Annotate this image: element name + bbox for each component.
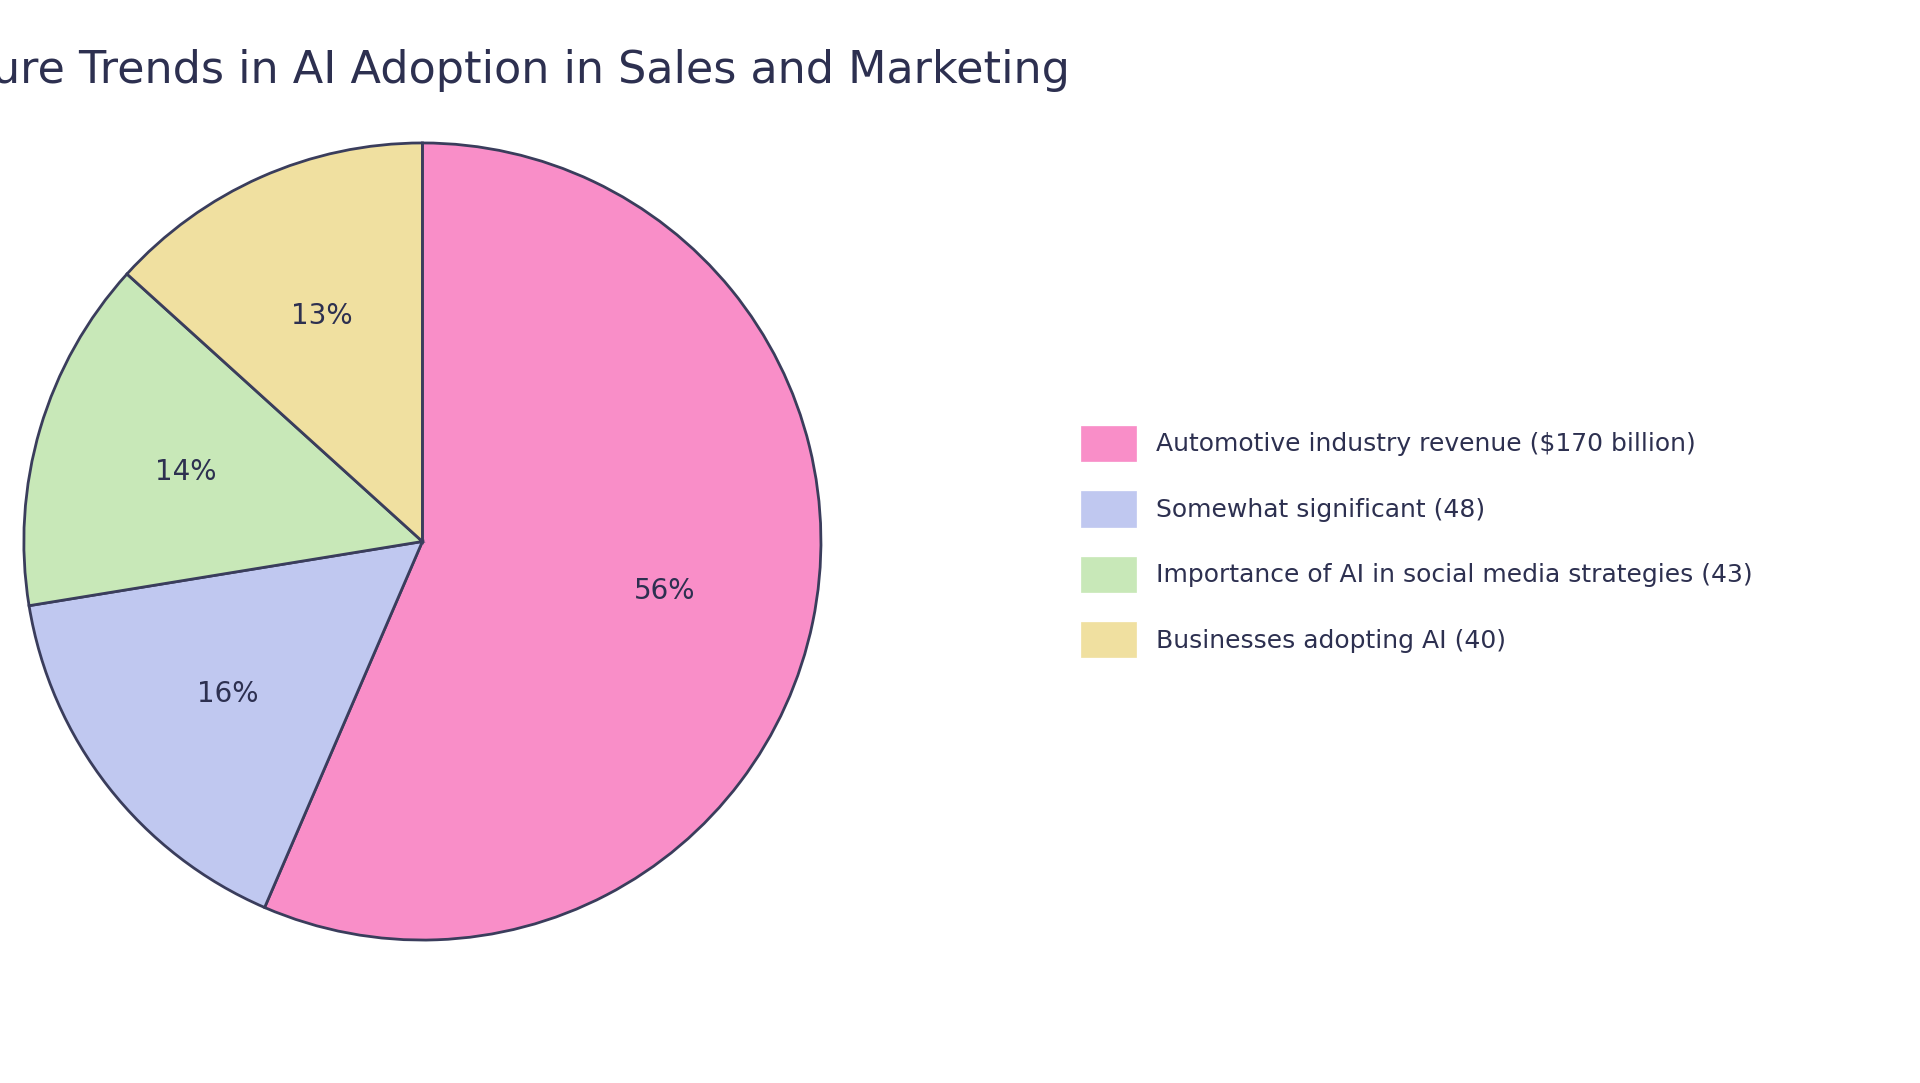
Text: 14%: 14% bbox=[156, 457, 217, 485]
Wedge shape bbox=[127, 143, 422, 542]
Legend: Automotive industry revenue ($170 billion), Somewhat significant (48), Importanc: Automotive industry revenue ($170 billio… bbox=[1069, 414, 1764, 669]
Text: 56%: 56% bbox=[634, 577, 695, 605]
Text: 13%: 13% bbox=[292, 302, 353, 329]
Text: Future Trends in AI Adoption in Sales and Marketing: Future Trends in AI Adoption in Sales an… bbox=[0, 49, 1069, 92]
Wedge shape bbox=[29, 542, 422, 908]
Wedge shape bbox=[265, 143, 822, 940]
Wedge shape bbox=[23, 274, 422, 605]
Text: 16%: 16% bbox=[198, 679, 259, 707]
